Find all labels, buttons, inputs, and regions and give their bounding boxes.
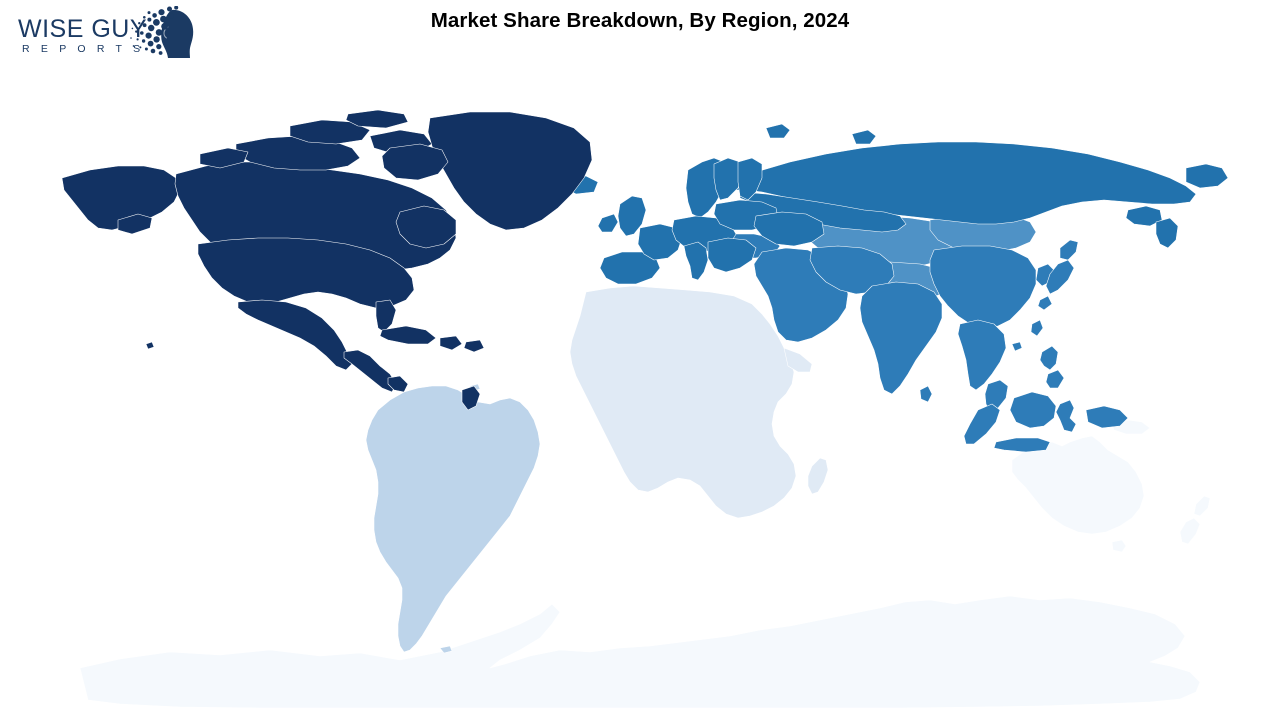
world-map-chart bbox=[0, 52, 1280, 720]
page-title: Market Share Breakdown, By Region, 2024 bbox=[430, 9, 850, 32]
brand-wordmark: WISE GUY R E P O R T S bbox=[18, 15, 147, 55]
region-oceania bbox=[1012, 420, 1210, 552]
region-asia-pacific bbox=[704, 226, 1128, 452]
wise-guy-head-icon bbox=[130, 6, 194, 59]
region-antarctica bbox=[80, 596, 1200, 708]
region-south-america bbox=[366, 384, 540, 653]
region-africa bbox=[570, 286, 828, 518]
brand-logo: WISE GUY R E P O R T S bbox=[12, 4, 202, 59]
region-north-america bbox=[62, 110, 592, 410]
page-header: WISE GUY R E P O R T S bbox=[0, 0, 1280, 60]
region-europe bbox=[564, 124, 1228, 284]
brand-wordmark-top: WISE GUY bbox=[18, 15, 147, 43]
brand-wordmark-bottom: R E P O R T S bbox=[22, 43, 144, 55]
world-map-svg bbox=[0, 52, 1280, 720]
